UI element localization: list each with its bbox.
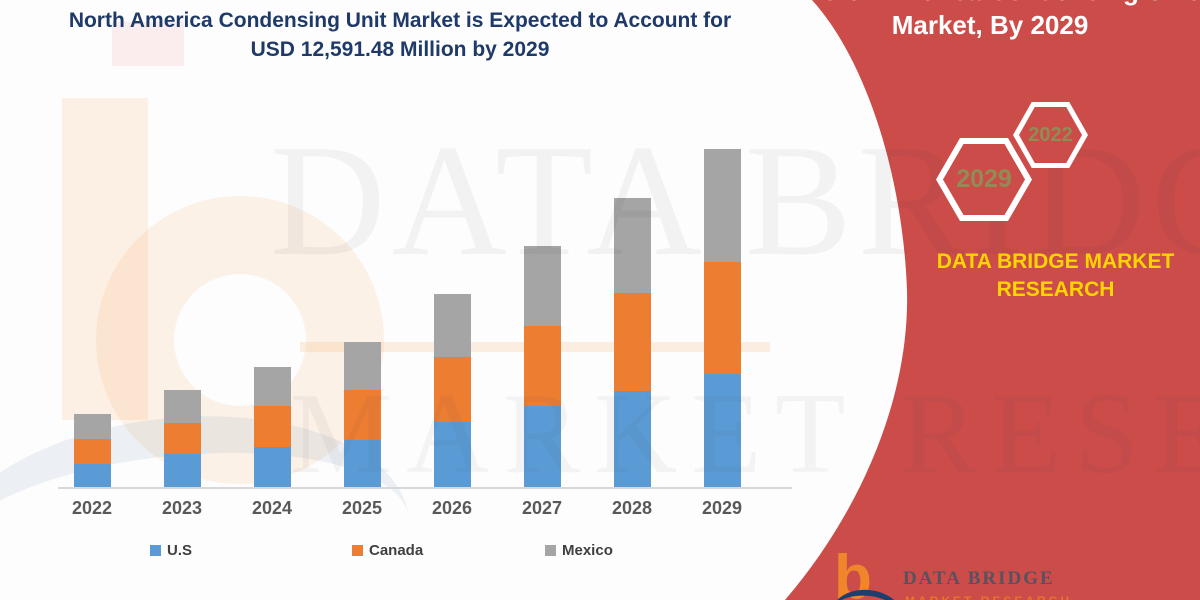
- bar-segment-us-2027: [523, 405, 561, 488]
- hexagon-badge-2029: 2029: [936, 138, 1032, 221]
- x-axis-label-2026: 2026: [431, 498, 473, 518]
- footer-logo-b-icon: b: [834, 543, 872, 600]
- bar-segment-us-2023: [163, 454, 201, 488]
- x-axis-label-2028: 2028: [611, 498, 653, 518]
- bar-segment-us-2025: [343, 440, 381, 488]
- x-axis-label-2025: 2025: [341, 498, 383, 518]
- legend-label: U.S: [167, 542, 193, 559]
- bar-segment-canada-2022: [73, 439, 111, 464]
- brand-name-text: DATA BRIDGE MARKET RESEARCH: [936, 250, 1175, 301]
- bar-segment-canada-2025: [343, 390, 381, 441]
- bar-segment-us-2022: [73, 463, 111, 488]
- chart-title-line2: USD 12,591.48 Million by 2029: [250, 38, 550, 61]
- bar-segment-mexico-2028: [613, 197, 651, 294]
- bar-segment-mexico-2024: [253, 366, 291, 407]
- bar-segment-mexico-2026: [433, 294, 471, 357]
- legend-swatch-icon: [545, 545, 556, 556]
- legend-swatch-icon: [150, 545, 161, 556]
- x-axis-line: [58, 487, 792, 489]
- bar-segment-mexico-2027: [523, 245, 561, 327]
- bar-segment-us-2026: [433, 422, 471, 488]
- footer-logo-subtitle: MARKET RESEARCH: [905, 594, 1072, 600]
- bar-segment-mexico-2023: [163, 390, 201, 423]
- x-axis-label-2022: 2022: [71, 498, 113, 518]
- bar-segment-canada-2028: [613, 293, 651, 391]
- bar-segment-canada-2024: [253, 406, 291, 447]
- footer-logo-name: DATA BRIDGE: [903, 568, 1055, 589]
- bar-segment-canada-2029: [703, 262, 741, 374]
- bar-segment-canada-2026: [433, 356, 471, 423]
- hexagon-badge-2022: 2022: [1013, 102, 1088, 168]
- legend-item-mexico: Mexico: [545, 542, 613, 559]
- x-axis-label-2023: 2023: [161, 498, 203, 518]
- bar-segment-canada-2027: [523, 326, 561, 406]
- banner-heading: Market, By 2029: [891, 10, 1089, 40]
- hexagon-badge-2022-label: 2022: [1019, 107, 1082, 163]
- bar-segment-mexico-2029: [703, 149, 741, 263]
- bar-segment-us-2029: [703, 374, 741, 488]
- hexagon-badge-2029-label: 2029: [943, 144, 1025, 215]
- chart-title-line1: North America Condensing Unit Market is …: [68, 9, 732, 32]
- x-axis-label-2029: 2029: [701, 498, 743, 518]
- legend-swatch-icon: [352, 545, 363, 556]
- bar-segment-mexico-2022: [73, 414, 111, 440]
- bar-segment-us-2024: [253, 446, 291, 488]
- chart-title: North America Condensing Unit Market is …: [28, 6, 772, 64]
- bar-segment-canada-2023: [163, 422, 201, 455]
- bar-segment-us-2028: [613, 390, 651, 488]
- legend-label: Canada: [369, 542, 424, 559]
- banner-clipped-top-line: North America Condensing Unit: [790, 0, 1200, 7]
- x-axis-label-2027: 2027: [521, 498, 563, 518]
- legend-item-canada: Canada: [352, 542, 423, 559]
- bar-segment-mexico-2025: [343, 342, 381, 391]
- legend-item-us: U.S: [150, 542, 192, 559]
- x-axis-label-2024: 2024: [251, 498, 293, 518]
- legend-label: Mexico: [562, 542, 613, 559]
